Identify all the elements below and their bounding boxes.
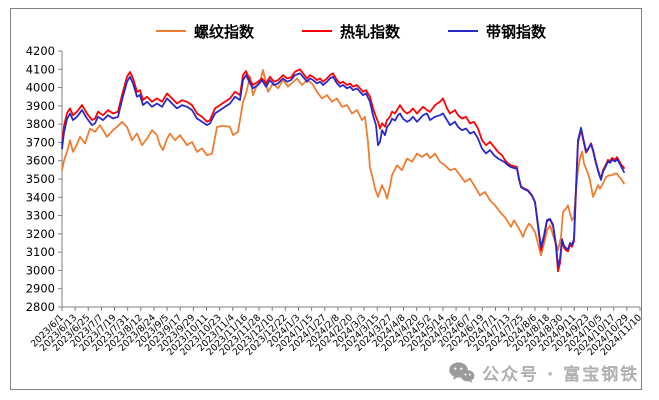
wechat-icon: [449, 362, 475, 383]
legend-label-hot-rolled: 热轧指数: [339, 22, 400, 41]
y-tick-label: 3700: [26, 135, 55, 149]
legend-item-strip-steel: 带钢指数: [448, 21, 546, 42]
y-tick-label: 3500: [26, 172, 55, 186]
legend-label-rebar: 螺纹指数: [193, 22, 254, 41]
chart-figure-border: [10, 8, 642, 390]
watermark-text: 公众号 · 富宝钢铁: [482, 365, 640, 385]
y-tick-label: 4200: [26, 44, 55, 58]
y-tick-label: 4000: [26, 81, 55, 95]
y-tick-label: 3000: [26, 263, 55, 277]
rebar-line-swatch: [155, 30, 186, 32]
legend-item-rebar: 螺纹指数: [155, 21, 254, 42]
series-line-rebar: [61, 69, 625, 257]
watermark: 公众号 · 富宝钢铁: [448, 360, 639, 385]
legend-item-hot-rolled: 热轧指数: [301, 21, 400, 42]
y-tick-label: 3600: [26, 154, 55, 168]
y-tick-label: 2800: [26, 300, 55, 314]
y-tick-label: 3800: [26, 117, 55, 131]
y-tick-label: 3900: [26, 99, 55, 113]
y-tick-label: 4100: [26, 62, 55, 76]
y-tick-label: 3400: [26, 190, 55, 204]
hot-rolled-line-swatch: [301, 30, 332, 32]
y-tick-label: 3200: [26, 227, 55, 241]
strip-steel-line-swatch: [448, 30, 478, 32]
series-line-strip-steel: [61, 72, 625, 267]
y-tick-label: 3100: [26, 245, 55, 259]
chart-legend: 螺纹指数 热轧指数 带钢指数: [62, 20, 640, 42]
y-tick-label: 2900: [26, 282, 55, 296]
y-tick-label: 3300: [26, 209, 55, 223]
legend-label-strip-steel: 带钢指数: [486, 22, 547, 41]
